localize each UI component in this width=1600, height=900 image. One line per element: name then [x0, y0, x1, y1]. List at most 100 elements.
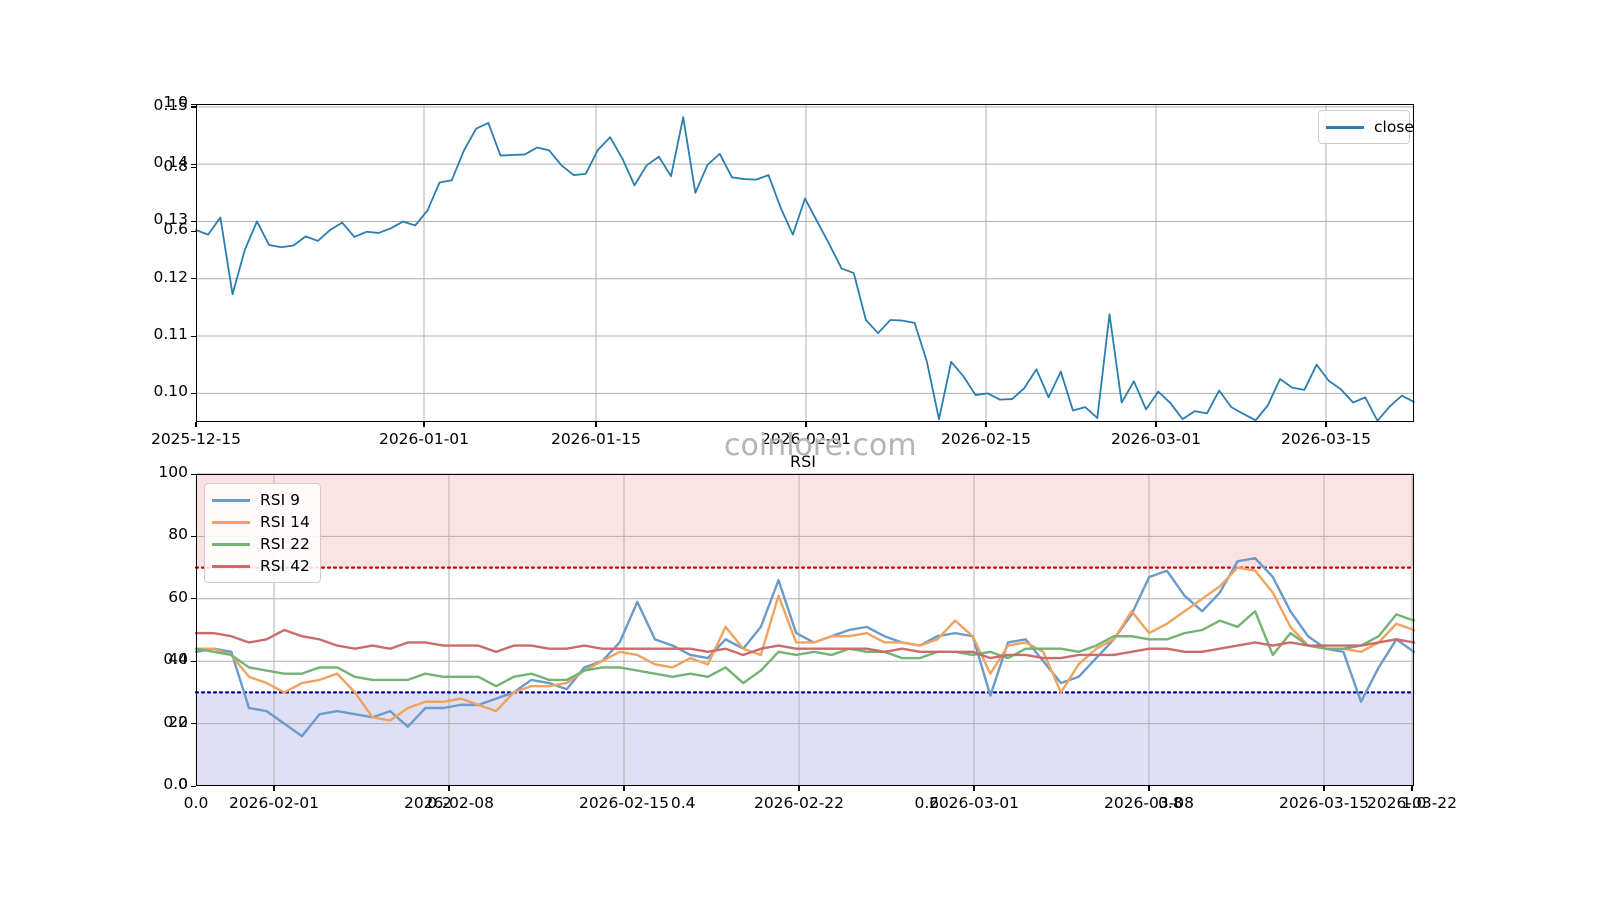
- price-y-tick-label-overlay: 1.0: [163, 93, 188, 111]
- legend-swatch-rsi-14: [212, 520, 250, 524]
- rsi-x-tick-label-overlay: 0.0: [183, 794, 209, 812]
- axis-tick: [191, 392, 196, 395]
- rsi-x-tick-label: 2026-02-08: [403, 794, 495, 812]
- rsi-legend[interactable]: RSI 9 RSI 14 RSI 22 RSI 42: [204, 483, 321, 583]
- axis-tick: [191, 785, 196, 787]
- legend-item-rsi-22[interactable]: RSI 22: [212, 533, 311, 555]
- price-x-tick-label: 2026-03-01: [1110, 430, 1202, 448]
- rsi-x-tick-label: 2026-02-22: [753, 794, 845, 812]
- rsi-y-tick-label: 100: [158, 463, 188, 481]
- rsi-line-rsi-22: [194, 610, 1416, 688]
- axis-tick: [191, 163, 196, 165]
- close-line: [195, 116, 1415, 422]
- axis-tick: [423, 422, 425, 427]
- rsi-y-tick-label-overlay: 0.4: [163, 650, 188, 669]
- rsi-y-tick-label-overlay: 0.0: [163, 775, 188, 793]
- price-legend[interactable]: close: [1318, 110, 1414, 144]
- rsi-x-tick-label-overlay: 0.6: [914, 794, 940, 812]
- legend-swatch-rsi-42: [212, 564, 250, 568]
- legend-swatch-close: [1326, 125, 1364, 129]
- legend-item-close[interactable]: close: [1326, 116, 1414, 138]
- axis-tick: [191, 106, 196, 108]
- legend-item-rsi-14[interactable]: RSI 14: [212, 511, 311, 533]
- axis-tick: [448, 786, 450, 791]
- legend-label: close: [1374, 118, 1414, 136]
- axis-tick: [595, 422, 597, 427]
- axis-tick: [191, 335, 196, 337]
- axis-tick: [1411, 786, 1413, 791]
- legend-swatch-rsi-9: [212, 498, 250, 502]
- axis-tick: [1155, 422, 1157, 427]
- rsi-y-tick-label-overlay: 0.2: [163, 712, 188, 731]
- axis-tick: [191, 535, 196, 538]
- legend-label: RSI 22: [260, 535, 310, 553]
- rsi-x-tick-label: 2026-02-01: [228, 794, 320, 812]
- rsi-y-tick-label: 0: [178, 775, 188, 793]
- rsi-line-rsi-14: [194, 566, 1416, 722]
- rsi-plot: [194, 473, 1416, 786]
- axis-tick: [191, 723, 196, 725]
- axis-tick: [805, 422, 807, 427]
- rsi-y-tick-label: 20: [168, 712, 188, 731]
- price-y-tick-label: 0.14: [153, 153, 188, 172]
- axis-tick: [191, 167, 196, 169]
- axis-tick: [1148, 786, 1150, 791]
- price-x-tick-label: 2025-12-15: [150, 430, 242, 448]
- rsi-x-tick-label: 2026-03-15: [1278, 794, 1370, 812]
- rsi-x-tick-label-overlay: 0.2: [427, 794, 452, 812]
- axis-tick: [191, 660, 196, 662]
- axis-tick: [273, 786, 275, 791]
- rsi-x-tick-label-overlay: 1.0: [1401, 794, 1427, 812]
- axis-tick: [191, 220, 196, 223]
- legend-label: RSI 9: [260, 491, 300, 509]
- rsi-x-tick-label: 2026-02-15: [578, 794, 670, 812]
- rsi-x-tick-label: 2026-03-22: [1366, 794, 1458, 812]
- axis-tick: [191, 598, 196, 600]
- legend-item-rsi-9[interactable]: RSI 9: [212, 489, 311, 511]
- rsi-x-tick-label-overlay: 0.8: [1158, 794, 1183, 812]
- price-y-tick-label: 0.10: [153, 382, 188, 401]
- price-y-tick-label-overlay: 0.6: [163, 220, 188, 239]
- legend-label: RSI 14: [260, 513, 310, 531]
- axis-tick: [191, 278, 196, 280]
- axis-tick: [1325, 422, 1327, 427]
- rsi-x-tick-label-overlay: 0.4: [670, 794, 696, 812]
- axis-tick: [191, 103, 196, 105]
- rsi-chart-panel: [194, 473, 1416, 786]
- rsi-x-tick-label: 2026-03-01: [928, 794, 1020, 812]
- price-y-tick-label: 0.15: [153, 95, 188, 114]
- axis-tick: [191, 473, 196, 475]
- legend-swatch-rsi-22: [212, 542, 250, 546]
- axis-tick: [798, 786, 800, 791]
- watermark: coinlore.com: [724, 428, 917, 463]
- axis-tick: [623, 786, 625, 791]
- price-y-tick-label: 0.13: [153, 210, 188, 229]
- legend-label: RSI 42: [260, 557, 310, 575]
- price-y-tick-label-overlay: 0.8: [163, 156, 188, 175]
- price-x-tick-label: 2026-03-15: [1280, 430, 1372, 448]
- rsi-x-tick-label: 2026-03-08: [1103, 794, 1195, 812]
- price-y-tick-label: 0.11: [153, 325, 188, 344]
- rsi-y-tick-label: 60: [168, 587, 188, 606]
- rsi-band: [196, 474, 1414, 568]
- axis-tick: [973, 786, 975, 791]
- rsi-axes-frame: [196, 474, 1414, 786]
- rsi-line-rsi-9: [194, 557, 1416, 738]
- axis-tick: [1323, 786, 1325, 791]
- price-chart-panel: [195, 104, 1415, 422]
- legend-item-rsi-42[interactable]: RSI 42: [212, 555, 311, 577]
- price-axes-frame: [196, 104, 1414, 422]
- rsi-line-rsi-42: [194, 628, 1416, 660]
- price-x-tick-label: 2026-02-15: [940, 430, 1032, 448]
- rsi-panel-title: RSI: [790, 452, 816, 471]
- price-x-tick-label: 2026-01-01: [378, 430, 470, 448]
- axis-tick: [191, 230, 196, 232]
- price-y-tick-label: 0.12: [153, 267, 188, 286]
- price-plot: [195, 104, 1415, 422]
- axis-tick: [985, 422, 987, 427]
- price-x-tick-label: 2026-02-01: [760, 430, 852, 448]
- axis-tick: [195, 422, 197, 427]
- rsi-y-tick-label: 80: [168, 525, 188, 544]
- rsi-band: [196, 692, 1414, 786]
